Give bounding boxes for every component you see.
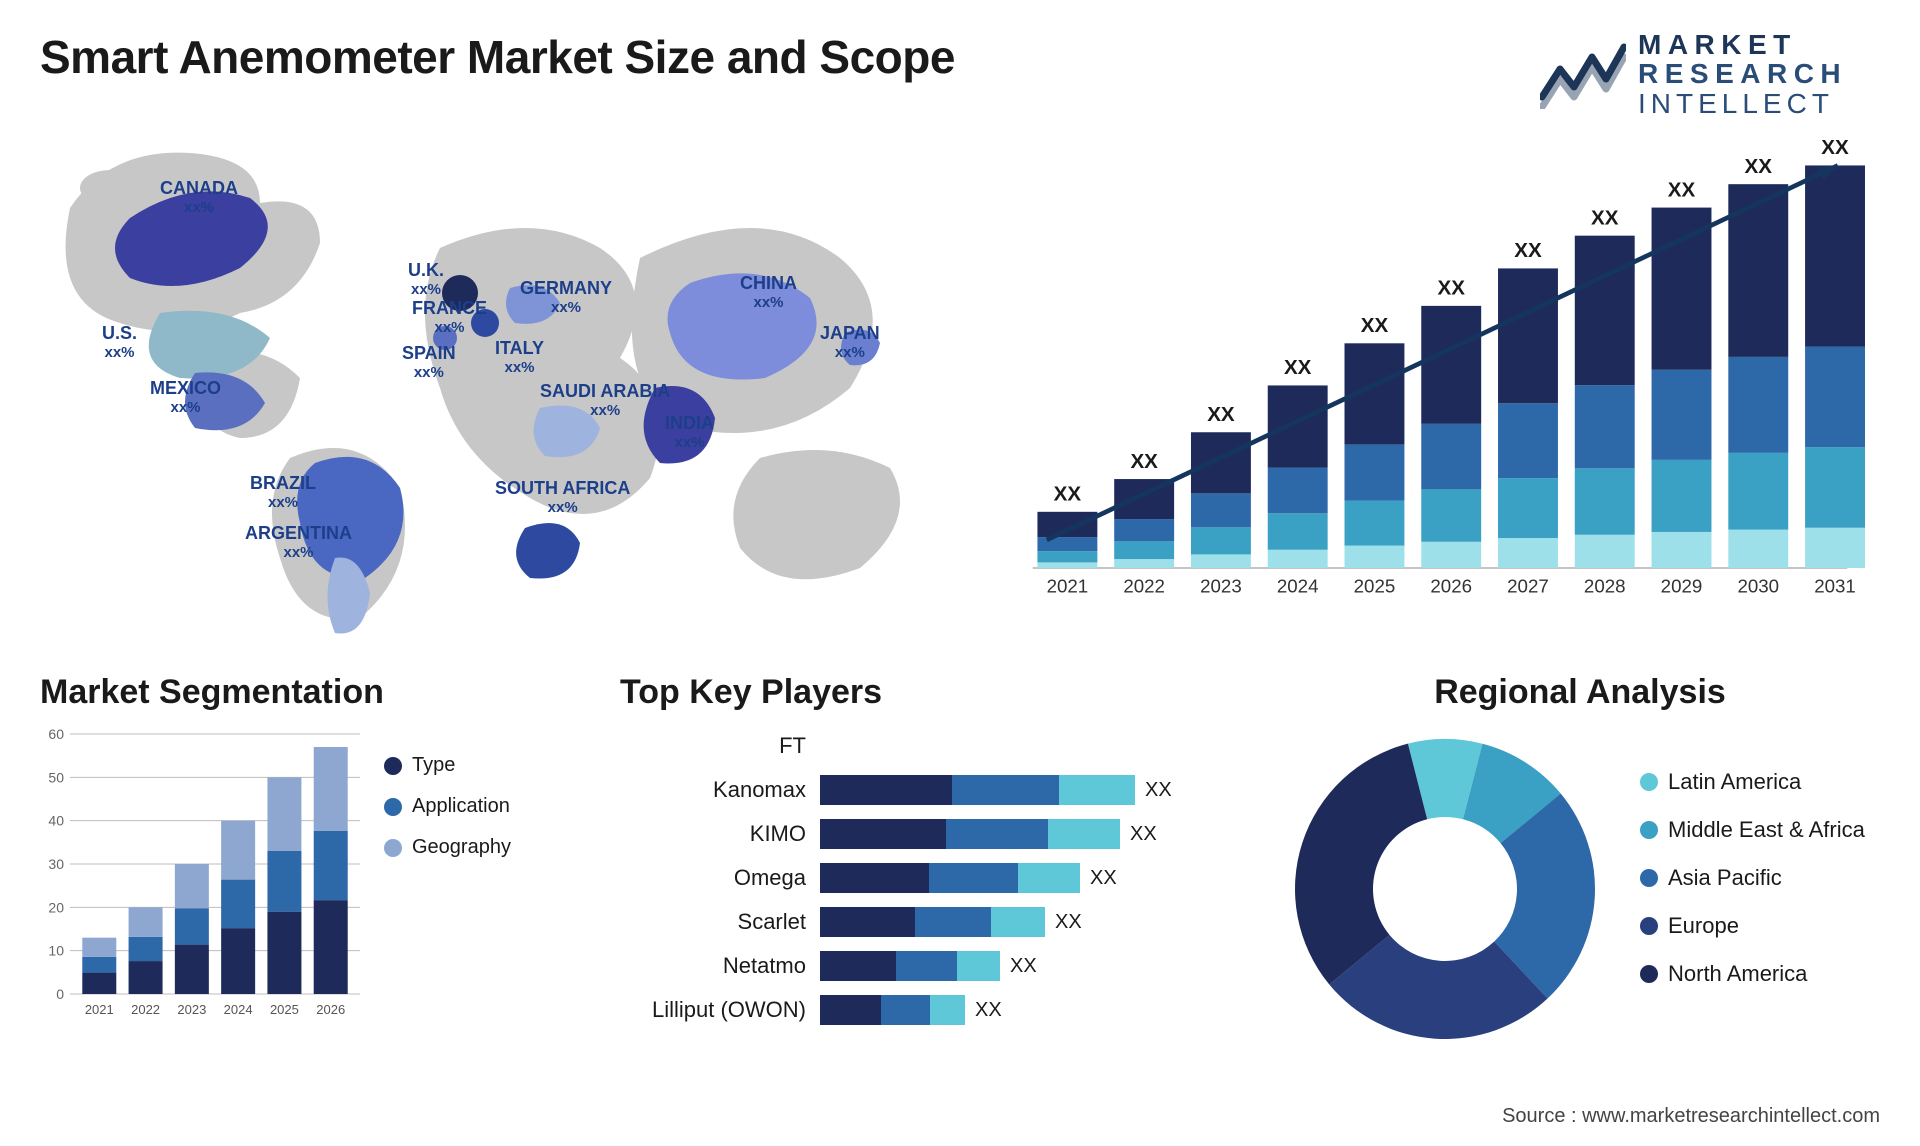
- legend-item: Middle East & Africa: [1640, 817, 1865, 843]
- map-label: BRAZILxx%: [250, 473, 316, 511]
- svg-text:60: 60: [48, 726, 64, 742]
- player-name: Lilliput (OWON): [620, 988, 806, 1032]
- segmentation-legend: Type Application Geography: [384, 724, 511, 877]
- svg-text:2025: 2025: [270, 1002, 299, 1017]
- map-label: MEXICOxx%: [150, 378, 221, 416]
- svg-text:40: 40: [48, 813, 64, 829]
- svg-text:XX: XX: [1130, 450, 1158, 473]
- players-section: Top Key Players FTKanomaxKIMOOmegaScarle…: [620, 673, 1240, 1054]
- players-names: FTKanomaxKIMOOmegaScarletNetatmoLilliput…: [620, 724, 820, 1032]
- svg-text:XX: XX: [1745, 155, 1773, 178]
- svg-text:2021: 2021: [1047, 575, 1089, 596]
- regional-legend: Latin America Middle East & Africa Asia Pa…: [1640, 769, 1865, 1009]
- page-title: Smart Anemometer Market Size and Scope: [40, 30, 955, 84]
- svg-text:2028: 2028: [1584, 575, 1626, 596]
- svg-text:XX: XX: [1437, 277, 1465, 300]
- legend-item: Application: [384, 795, 511, 818]
- segmentation-chart: 0 10 20 30 40 50 60 2021 2022 2023 2024 2025 2026: [40, 724, 370, 1024]
- map-label: ITALYxx%: [495, 338, 544, 376]
- map-label: U.K.xx%: [408, 260, 444, 298]
- legend-item: North America: [1640, 961, 1865, 987]
- svg-text:20: 20: [48, 900, 64, 916]
- svg-text:50: 50: [48, 770, 64, 786]
- player-name: Omega: [620, 856, 806, 900]
- player-bar-row: XX: [820, 856, 1240, 900]
- svg-text:2021: 2021: [85, 1002, 114, 1017]
- segmentation-title: Market Segmentation: [40, 673, 580, 712]
- svg-text:2026: 2026: [1430, 575, 1472, 596]
- svg-text:XX: XX: [1821, 136, 1849, 159]
- legend-item: Latin America: [1640, 769, 1865, 795]
- svg-text:2030: 2030: [1737, 575, 1779, 596]
- map-label: CHINAxx%: [740, 273, 797, 311]
- brand-logo: MARKET RESEARCH INTELLECT: [1540, 30, 1880, 118]
- map-label: GERMANYxx%: [520, 278, 612, 316]
- legend-item: Europe: [1640, 913, 1865, 939]
- legend-item: Asia Pacific: [1640, 865, 1865, 891]
- player-name: FT: [620, 724, 806, 768]
- map-label: INDIAxx%: [665, 413, 714, 451]
- map-label: ARGENTINAxx%: [245, 523, 352, 561]
- brand-line1: MARKET: [1638, 30, 1847, 59]
- svg-text:2023: 2023: [1200, 575, 1242, 596]
- svg-text:10: 10: [48, 943, 64, 959]
- svg-text:XX: XX: [1361, 314, 1389, 337]
- player-bar-row: [820, 724, 1240, 768]
- svg-text:2029: 2029: [1661, 575, 1703, 596]
- player-bar-row: XX: [820, 900, 1240, 944]
- map-label: SPAINxx%: [402, 343, 456, 381]
- svg-text:2022: 2022: [131, 1002, 160, 1017]
- map-label: U.S.xx%: [102, 323, 137, 361]
- players-title: Top Key Players: [620, 673, 1240, 712]
- segmentation-section: Market Segmentation 0 10 20 30 40 50 60 2021 202…: [40, 673, 580, 1054]
- svg-text:XX: XX: [1668, 179, 1696, 202]
- svg-text:2031: 2031: [1814, 575, 1856, 596]
- regional-title: Regional Analysis: [1280, 673, 1880, 712]
- svg-text:0: 0: [56, 986, 64, 1002]
- map-label: JAPANxx%: [820, 323, 880, 361]
- svg-text:2025: 2025: [1354, 575, 1396, 596]
- player-name: KIMO: [620, 812, 806, 856]
- svg-text:2024: 2024: [224, 1002, 253, 1017]
- growth-chart: XX 2021 XX 2022 XX 2023 XX 2024 XX 2025 XX 2026 XX 20…: [1000, 128, 1880, 638]
- svg-text:XX: XX: [1284, 356, 1312, 379]
- player-name: Netatmo: [620, 944, 806, 988]
- player-bar-row: XX: [820, 768, 1240, 812]
- player-bar-row: XX: [820, 944, 1240, 988]
- svg-text:2022: 2022: [1123, 575, 1165, 596]
- svg-text:30: 30: [48, 856, 64, 872]
- svg-text:2027: 2027: [1507, 575, 1549, 596]
- map-label: CANADAxx%: [160, 178, 238, 216]
- regional-donut: [1280, 724, 1610, 1054]
- players-bars: XXXXXXXXXXXX: [820, 724, 1240, 1032]
- legend-item: Geography: [384, 836, 511, 859]
- svg-text:2026: 2026: [316, 1002, 345, 1017]
- svg-text:2024: 2024: [1277, 575, 1319, 596]
- regional-section: Regional Analysis Latin America Middle Ea…: [1280, 673, 1880, 1054]
- map-label: FRANCExx%: [412, 298, 487, 336]
- source-text: Source : www.marketresearchintellect.com: [1502, 1105, 1880, 1128]
- legend-item: Type: [384, 754, 511, 777]
- svg-text:XX: XX: [1514, 239, 1542, 262]
- brand-line2: RESEARCH: [1638, 59, 1847, 88]
- player-bar-row: XX: [820, 988, 1240, 1032]
- svg-text:XX: XX: [1207, 403, 1235, 426]
- svg-text:XX: XX: [1591, 207, 1619, 230]
- player-bar-row: XX: [820, 812, 1240, 856]
- brand-mark-icon: [1540, 39, 1626, 109]
- brand-line3: INTELLECT: [1638, 89, 1847, 118]
- map-label: SAUDI ARABIAxx%: [540, 381, 670, 419]
- world-map: CANADAxx% U.S.xx% MEXICOxx% BRAZILxx% ARGENT…: [40, 128, 950, 638]
- player-name: Kanomax: [620, 768, 806, 812]
- player-name: Scarlet: [620, 900, 806, 944]
- map-label: SOUTH AFRICAxx%: [495, 478, 630, 516]
- svg-text:XX: XX: [1054, 483, 1082, 506]
- svg-text:2023: 2023: [177, 1002, 206, 1017]
